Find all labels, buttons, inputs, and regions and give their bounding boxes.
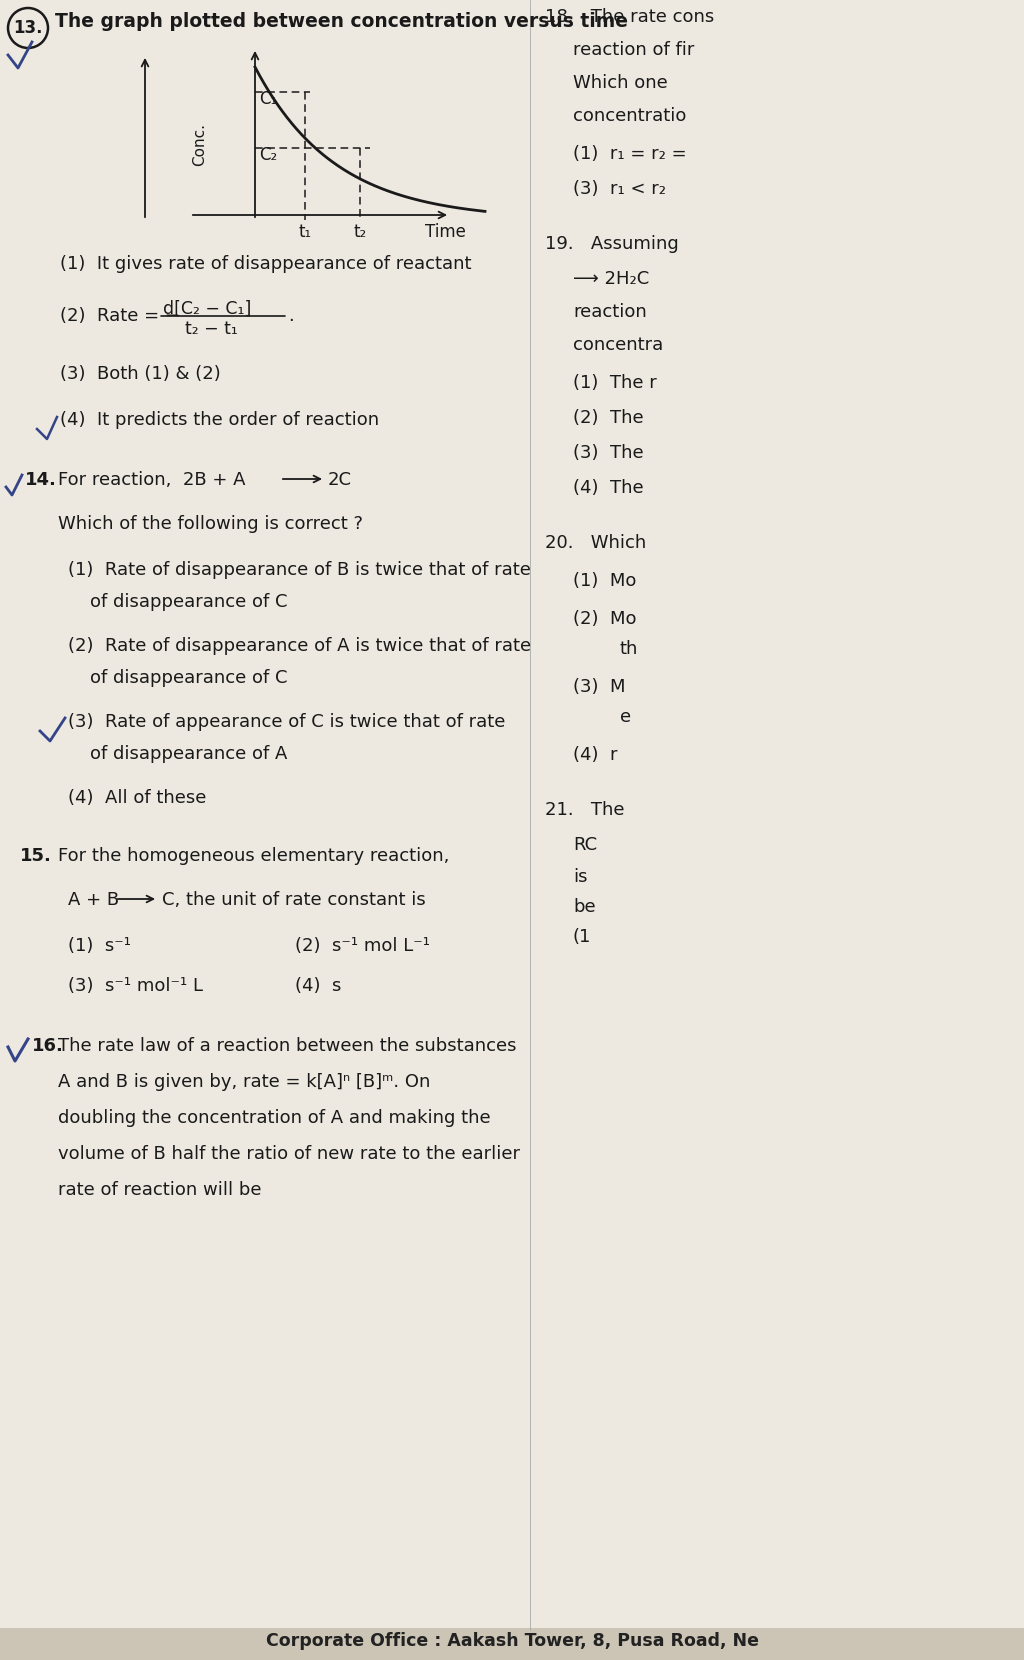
FancyBboxPatch shape xyxy=(0,1628,1024,1660)
Text: For reaction,  2B + A: For reaction, 2B + A xyxy=(58,471,246,490)
Text: C, the unit of rate constant is: C, the unit of rate constant is xyxy=(162,891,426,910)
Text: (3)  Rate of appearance of C is twice that of rate: (3) Rate of appearance of C is twice tha… xyxy=(68,714,506,730)
Text: of disappearance of C: of disappearance of C xyxy=(90,669,288,687)
Text: The graph plotted between concentration versus time: The graph plotted between concentration … xyxy=(55,12,628,32)
Text: (1)  s⁻¹: (1) s⁻¹ xyxy=(68,936,131,954)
Text: Time: Time xyxy=(425,222,466,241)
Text: (3)  The: (3) The xyxy=(573,443,644,461)
Text: (2)  Rate of disappearance of A is twice that of rate: (2) Rate of disappearance of A is twice … xyxy=(68,637,531,656)
Text: ⟶ 2H₂C: ⟶ 2H₂C xyxy=(573,271,649,287)
Text: be: be xyxy=(573,898,596,916)
Text: (4)  It predicts the order of reaction: (4) It predicts the order of reaction xyxy=(60,412,379,428)
Text: (4)  r: (4) r xyxy=(573,745,617,764)
Text: t₂ − t₁: t₂ − t₁ xyxy=(185,320,238,339)
Text: 15.: 15. xyxy=(20,847,52,865)
Text: C₁: C₁ xyxy=(259,90,278,108)
Text: (1)  Rate of disappearance of B is twice that of rate: (1) Rate of disappearance of B is twice … xyxy=(68,561,530,579)
Text: The rate law of a reaction between the substances: The rate law of a reaction between the s… xyxy=(58,1038,516,1056)
Text: (1: (1 xyxy=(573,928,592,946)
Text: 18.   The rate cons: 18. The rate cons xyxy=(545,8,715,27)
Text: e: e xyxy=(620,709,631,725)
Text: doubling the concentration of A and making the: doubling the concentration of A and maki… xyxy=(58,1109,490,1127)
Text: volume of B half the ratio of new rate to the earlier: volume of B half the ratio of new rate t… xyxy=(58,1145,520,1164)
Text: C₂: C₂ xyxy=(259,146,278,164)
Text: For the homogeneous elementary reaction,: For the homogeneous elementary reaction, xyxy=(58,847,450,865)
Text: rate of reaction will be: rate of reaction will be xyxy=(58,1180,261,1199)
Text: (3)  r₁ < r₂: (3) r₁ < r₂ xyxy=(573,179,666,198)
Text: (3)  s⁻¹ mol⁻¹ L: (3) s⁻¹ mol⁻¹ L xyxy=(68,978,203,994)
Text: (1)  It gives rate of disappearance of reactant: (1) It gives rate of disappearance of re… xyxy=(60,256,471,272)
Text: (3)  M: (3) M xyxy=(573,677,626,696)
Text: 13.: 13. xyxy=(13,18,43,37)
Text: 20.   Which: 20. Which xyxy=(545,535,646,553)
Text: (2)  Rate = −: (2) Rate = − xyxy=(60,307,180,325)
Text: A + B: A + B xyxy=(68,891,119,910)
Text: (2)  Mo: (2) Mo xyxy=(573,609,637,627)
Text: (1)  r₁ = r₂ =: (1) r₁ = r₂ = xyxy=(573,144,687,163)
Text: concentra: concentra xyxy=(573,335,664,354)
Text: 14.: 14. xyxy=(25,471,57,490)
Text: reaction: reaction xyxy=(573,304,647,320)
Text: (3)  Both (1) & (2): (3) Both (1) & (2) xyxy=(60,365,221,383)
Text: (4)  The: (4) The xyxy=(573,480,644,496)
Text: d[C₂ − C₁]: d[C₂ − C₁] xyxy=(163,300,251,319)
Text: is: is xyxy=(573,868,588,886)
Text: 19.   Assuming: 19. Assuming xyxy=(545,236,679,252)
Text: Conc.: Conc. xyxy=(193,123,208,166)
Text: 16.: 16. xyxy=(32,1038,63,1056)
Text: Which of the following is correct ?: Which of the following is correct ? xyxy=(58,515,362,533)
Text: of disappearance of C: of disappearance of C xyxy=(90,593,288,611)
Text: Which one: Which one xyxy=(573,75,668,91)
Text: 21.   The: 21. The xyxy=(545,802,625,818)
Text: (2)  s⁻¹ mol L⁻¹: (2) s⁻¹ mol L⁻¹ xyxy=(295,936,430,954)
Text: RC: RC xyxy=(573,837,597,853)
Text: (4)  s: (4) s xyxy=(295,978,341,994)
Text: of disappearance of A: of disappearance of A xyxy=(90,745,288,764)
Text: reaction of fir: reaction of fir xyxy=(573,42,694,60)
Text: th: th xyxy=(620,641,638,657)
Text: t₂: t₂ xyxy=(353,222,367,241)
Text: 2C: 2C xyxy=(328,471,352,490)
Text: concentratio: concentratio xyxy=(573,106,686,124)
Text: A and B is given by, rate = k[A]ⁿ [B]ᵐ. On: A and B is given by, rate = k[A]ⁿ [B]ᵐ. … xyxy=(58,1072,430,1091)
Text: (2)  The: (2) The xyxy=(573,408,644,427)
Text: (4)  All of these: (4) All of these xyxy=(68,788,207,807)
Text: t₁: t₁ xyxy=(298,222,311,241)
Text: Corporate Office : Aakash Tower, 8, Pusa Road, Ne: Corporate Office : Aakash Tower, 8, Pusa… xyxy=(265,1632,759,1650)
Text: (1)  Mo: (1) Mo xyxy=(573,573,636,589)
Text: (1)  The r: (1) The r xyxy=(573,374,656,392)
Text: .: . xyxy=(288,307,294,325)
